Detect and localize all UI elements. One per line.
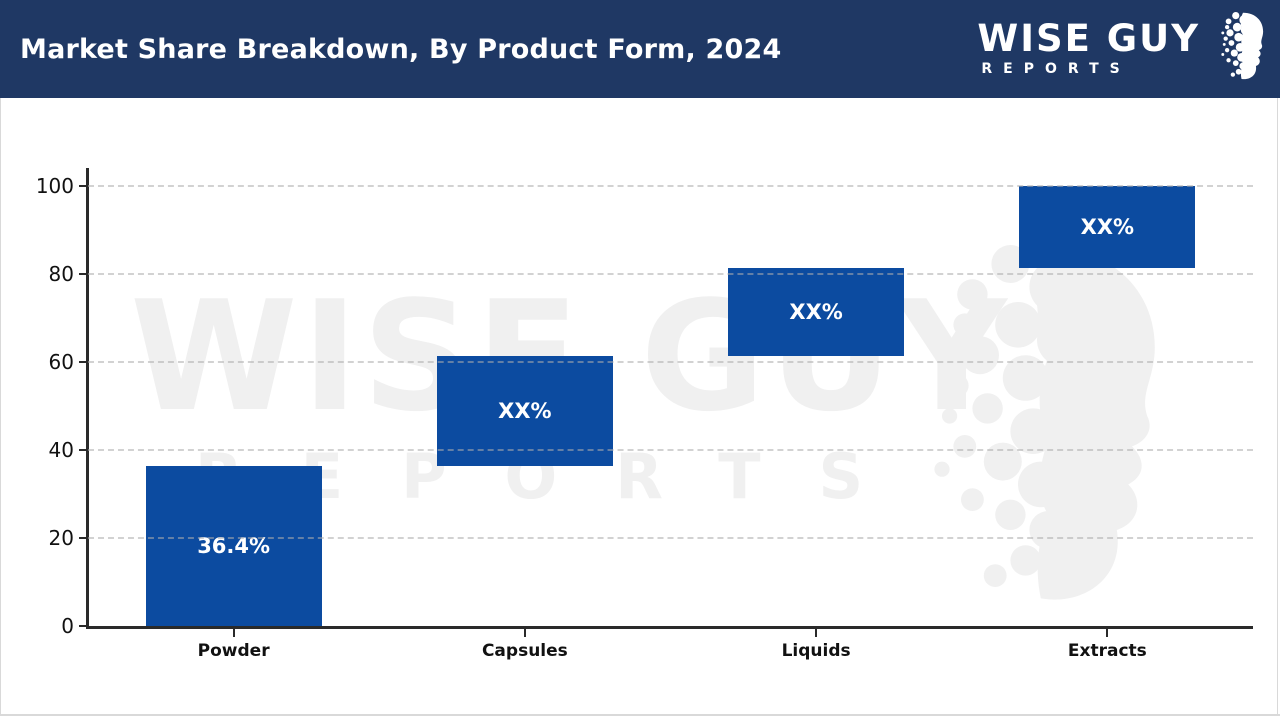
y-tick-label: 20	[48, 526, 74, 550]
chart-title: Market Share Breakdown, By Product Form,…	[20, 33, 782, 65]
y-tick-label: 80	[48, 262, 74, 286]
y-tick-mark	[79, 537, 87, 539]
y-tick-label: 100	[35, 174, 74, 198]
x-tick-mark	[232, 629, 235, 637]
bar-value-label: XX%	[1080, 215, 1135, 240]
x-tick-mark	[1106, 629, 1109, 637]
x-category-label: Liquids	[781, 641, 851, 661]
logo-wordmark-line2: REPORTS	[981, 61, 1131, 77]
y-tick-mark	[79, 185, 87, 187]
logo-wordmark: WISE GUY REPORTS	[977, 17, 1200, 78]
left-hairline	[0, 98, 1, 716]
y-tick-mark	[79, 625, 87, 627]
x-axis-spine	[86, 626, 1253, 629]
watermark-face-icon	[934, 245, 1155, 600]
gridline-100	[88, 185, 1253, 187]
right-hairline	[1277, 98, 1278, 716]
wise-guy-logo: WISE GUY REPORTS	[977, 8, 1266, 88]
bar-extracts: XX%	[1019, 186, 1196, 269]
bar-value-label: XX%	[789, 300, 843, 325]
logo-wordmark-line1: WISE GUY	[977, 17, 1200, 60]
x-category-label: Capsules	[481, 641, 568, 661]
x-tick-mark	[815, 629, 818, 637]
y-tick-mark	[79, 273, 87, 275]
bar-powder: 36.4%	[145, 465, 322, 626]
gridline-60	[88, 361, 1253, 363]
bottom-hairline	[0, 714, 1280, 716]
x-category-label: Powder	[197, 641, 270, 661]
header-bar: Market Share Breakdown, By Product Form,…	[0, 0, 1280, 98]
gridline-80	[88, 273, 1253, 275]
logo-face-icon	[1221, 12, 1264, 80]
y-tick-mark	[79, 449, 87, 451]
gridline-40	[88, 449, 1253, 451]
bar-capsules: XX%	[436, 355, 613, 466]
y-tick-label: 40	[48, 438, 74, 462]
y-tick-label: 0	[61, 614, 74, 638]
bar-liquids: XX%	[728, 268, 905, 356]
y-tick-label: 60	[48, 350, 74, 374]
y-axis-spine	[86, 168, 89, 629]
gridline-20	[88, 537, 1253, 539]
y-tick-mark	[79, 361, 87, 363]
x-tick-mark	[523, 629, 526, 637]
bar-value-label: XX%	[498, 398, 552, 423]
x-category-label: Extracts	[1067, 641, 1147, 661]
